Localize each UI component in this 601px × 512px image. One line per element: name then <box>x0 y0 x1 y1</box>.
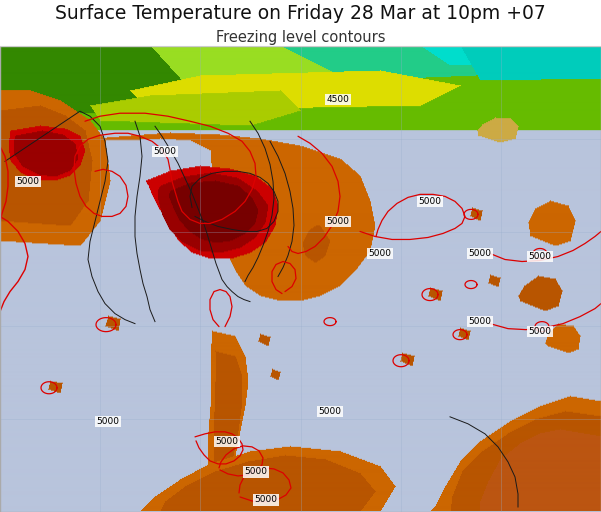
Text: Surface Temperature on Friday 28 Mar at 10pm +07: Surface Temperature on Friday 28 Mar at … <box>55 4 546 24</box>
Text: 5000: 5000 <box>469 249 492 258</box>
Text: 5000: 5000 <box>319 408 341 416</box>
Text: 5000: 5000 <box>469 317 492 326</box>
Text: 5000: 5000 <box>97 417 120 426</box>
Text: 5000: 5000 <box>254 496 278 504</box>
Text: 5000: 5000 <box>153 147 177 156</box>
Text: Freezing level contours: Freezing level contours <box>216 30 385 45</box>
Text: 5000: 5000 <box>216 437 239 446</box>
Text: 5000: 5000 <box>418 197 442 206</box>
Text: 5000: 5000 <box>528 327 552 336</box>
Text: 4500: 4500 <box>326 95 349 104</box>
Text: 5000: 5000 <box>528 252 552 261</box>
Text: 5000: 5000 <box>368 249 391 258</box>
Text: 5000: 5000 <box>326 217 350 226</box>
Text: 5000: 5000 <box>16 177 40 186</box>
Text: 5000: 5000 <box>245 467 267 477</box>
